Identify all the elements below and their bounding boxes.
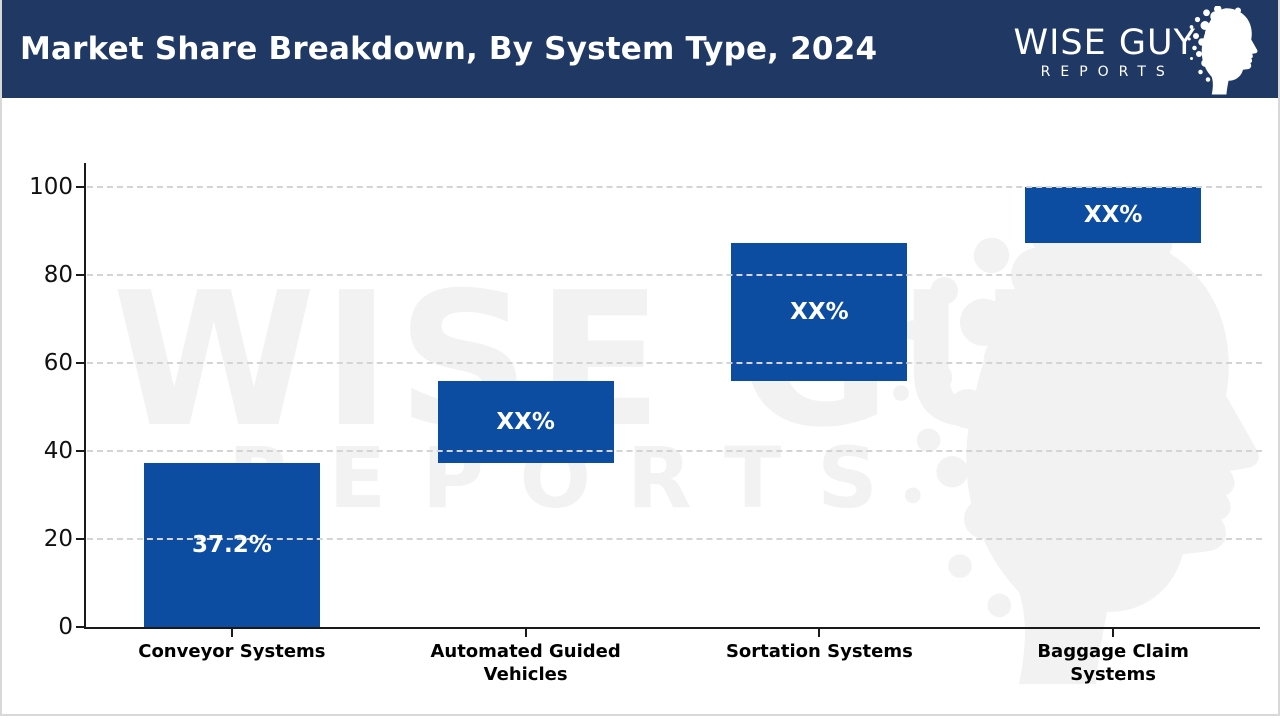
x-axis-category-label: Baggage Claim Systems [1037,641,1189,686]
gridline [87,450,1262,452]
header: Market Share Breakdown, By System Type, … [0,0,1280,98]
bar-value-label: XX% [790,299,849,326]
gridline [87,538,1262,540]
x-axis-category-label: Sortation Systems [725,641,913,662]
y-axis-tick-mark [76,450,84,452]
gridline [87,274,1262,276]
gridline [87,186,1262,188]
y-axis-tick-label: 100 [29,174,73,200]
y-axis-line [84,163,86,629]
logo-subtext: REPORTS [1040,63,1175,80]
bar-segment [731,243,908,382]
x-axis-line [84,627,1260,629]
brand-logo-text: WISE GUY REPORTS [1013,23,1196,80]
wise-guy-head-icon [1187,6,1258,95]
bar-value-label: XX% [1083,202,1143,229]
y-axis-tick-label: 60 [43,350,73,376]
brand-logo: WISE GUY REPORTS [1013,6,1264,96]
bar-segment [143,463,320,627]
y-axis-tick-label: 80 [43,262,73,288]
x-axis-tick-mark [524,629,527,637]
x-axis-tick-mark [230,629,233,637]
logo-wordmark: WISE GUY [1013,22,1196,63]
bar-segment [437,381,614,464]
bar-value-label: 37.2% [191,532,272,559]
y-axis-tick-mark [76,538,84,540]
x-axis-category-label: Conveyor Systems [138,641,326,662]
gridline [87,362,1262,364]
x-axis-category-label: Automated Guided Vehicles [430,641,621,686]
y-axis-tick-label: 40 [43,438,73,464]
page-title: Market Share Breakdown, By System Type, … [20,31,878,67]
x-axis-tick-mark [1112,629,1115,637]
bar-value-label: XX% [496,409,555,436]
y-axis-tick-label: 0 [58,614,73,640]
y-axis-tick-mark [76,362,84,364]
y-axis-tick-mark [76,274,84,276]
y-axis-tick-mark [76,186,84,188]
x-axis-tick-mark [818,629,821,637]
y-axis-tick-mark [76,626,84,628]
y-axis-tick-label: 20 [43,526,73,552]
